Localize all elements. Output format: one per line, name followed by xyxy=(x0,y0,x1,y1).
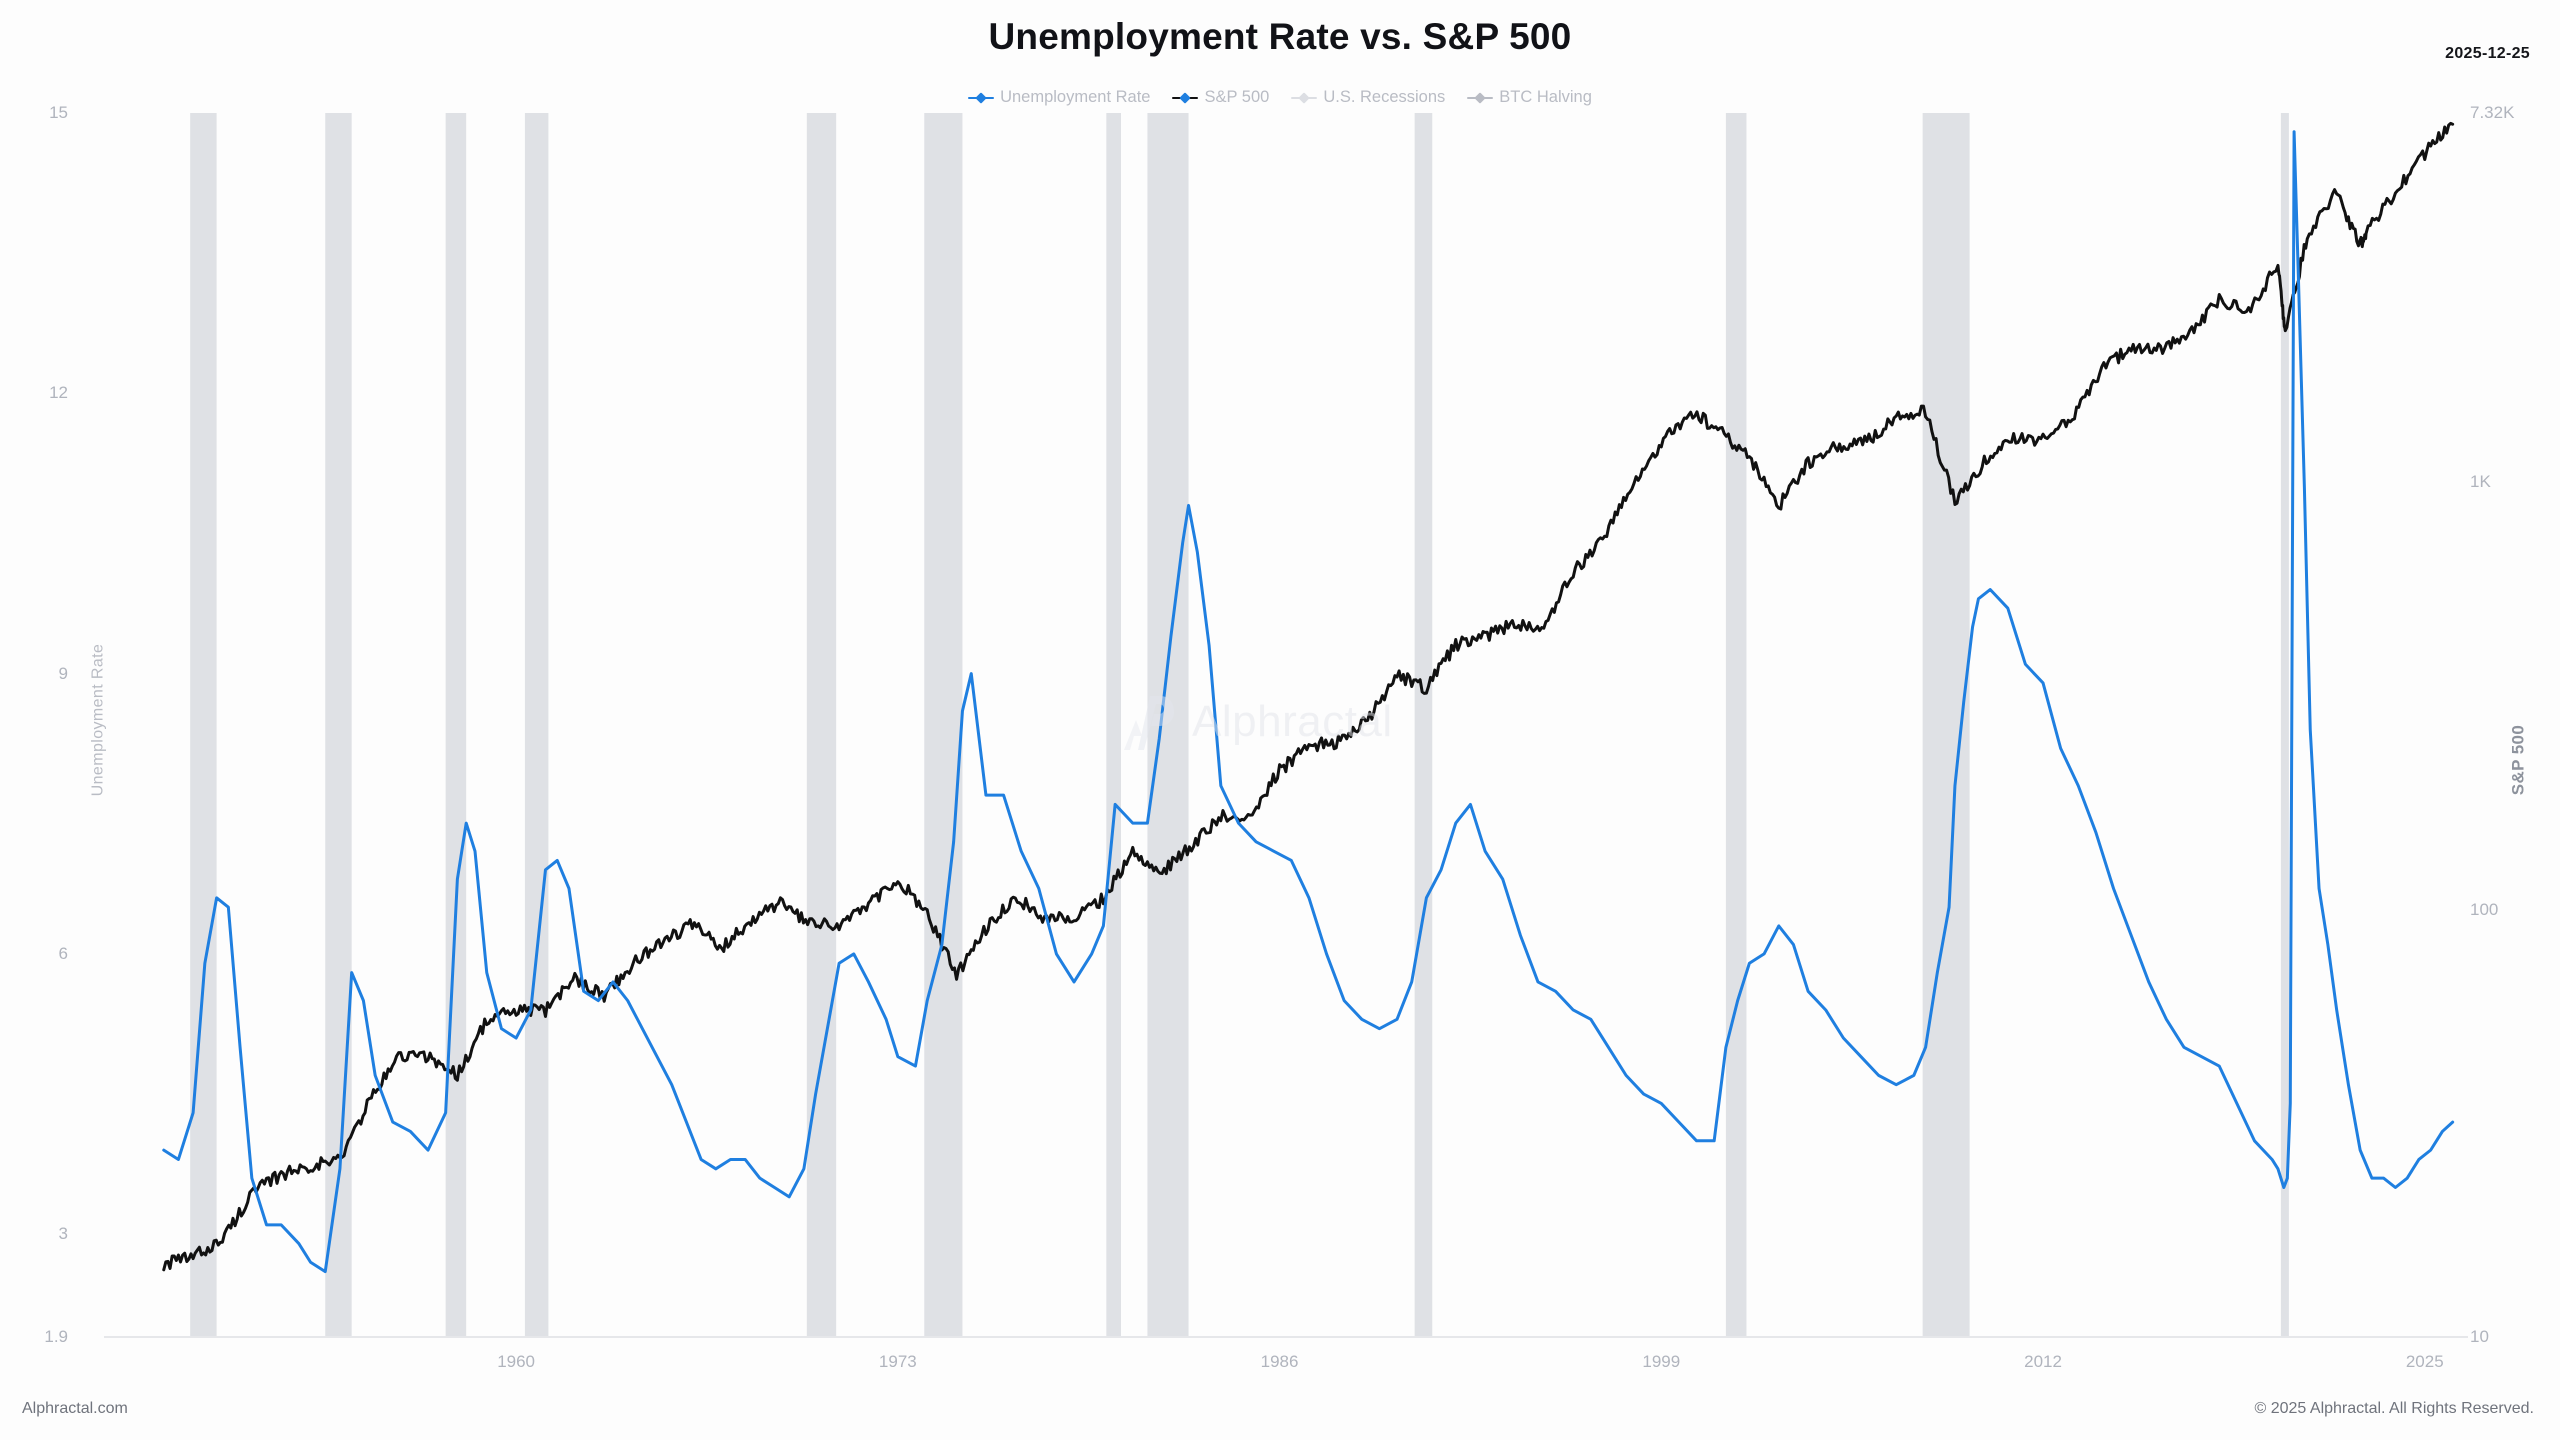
recession-band xyxy=(1147,113,1189,1337)
x-axis-tick: 2025 xyxy=(2405,1352,2444,1371)
recession-band xyxy=(2280,113,2289,1337)
legend-item-label: BTC Halving xyxy=(1499,88,1592,106)
recession-bands-group xyxy=(190,113,2289,1337)
legend-item-btc-halving[interactable]: BTC Halving xyxy=(1467,88,1592,107)
legend-item-label: S&P 500 xyxy=(1204,88,1270,106)
y-axis-right-title: S&P 500 xyxy=(2508,724,2528,796)
y-axis-left-tick: 9 xyxy=(58,663,68,683)
x-axis-tick: 1960 xyxy=(497,1352,536,1371)
recession-band xyxy=(325,113,352,1337)
recession-band xyxy=(806,113,837,1337)
series-group-unemployment xyxy=(162,130,2455,1274)
legend-diamond-icon xyxy=(1172,91,1199,104)
y-axis-left-tick: 1.9 xyxy=(44,1327,68,1346)
footer-copyright: © 2025 Alphractal. All Rights Reserved. xyxy=(2254,1400,2535,1417)
legend-item-label: U.S. Recessions xyxy=(1323,88,1446,106)
footer-site-label: Alphractal.com xyxy=(22,1400,128,1417)
recession-band xyxy=(190,113,217,1337)
series-line-sp500[interactable] xyxy=(162,121,2455,1272)
legend-item-unemployment-rate[interactable]: Unemployment Rate xyxy=(968,88,1150,107)
y-axis-left-tick: 6 xyxy=(58,943,68,963)
legend-diamond-icon xyxy=(1291,91,1318,104)
legend-diamond-icon xyxy=(1467,91,1494,104)
x-axis-tick: 1973 xyxy=(878,1352,917,1371)
legend-item-u-s-recessions[interactable]: U.S. Recessions xyxy=(1291,88,1445,107)
chart-legend: Unemployment Rate S&P 500 U.S. Recessions B… xyxy=(0,88,2560,107)
recession-band xyxy=(445,113,467,1337)
recession-band xyxy=(924,113,963,1337)
y-axis-left-title: Unemployment Rate xyxy=(89,643,107,797)
x-axis-tick: 1986 xyxy=(1260,1352,1299,1371)
y-axis-left-tick: 15 xyxy=(49,103,68,122)
y-axis-right-tick: 1K xyxy=(2470,472,2491,492)
legend-diamond-icon xyxy=(968,91,995,104)
y-axis-right-tick: 100 xyxy=(2470,899,2499,919)
y-axis-right-tick: 7.32K xyxy=(2470,103,2515,122)
x-axis-tick: 2012 xyxy=(2024,1352,2062,1371)
legend-item-label: Unemployment Rate xyxy=(1000,88,1151,106)
x-axis-tick: 1999 xyxy=(1642,1352,1681,1371)
y-axis-left-tick: 12 xyxy=(49,383,68,403)
recession-band xyxy=(1414,113,1433,1337)
legend-item-s-p-500[interactable]: S&P 500 xyxy=(1172,88,1269,107)
y-axis-right-tick: 10 xyxy=(2470,1327,2489,1346)
series-line-unemployment[interactable] xyxy=(162,130,2455,1274)
page-title: Unemployment Rate vs. S&P 500 xyxy=(988,16,1572,57)
recession-band xyxy=(1725,113,1747,1337)
recession-band xyxy=(1106,113,1122,1337)
date-badge: 2025-12-25 xyxy=(2445,45,2530,62)
recession-band xyxy=(524,113,549,1337)
y-axis-left-tick: 3 xyxy=(58,1224,68,1244)
